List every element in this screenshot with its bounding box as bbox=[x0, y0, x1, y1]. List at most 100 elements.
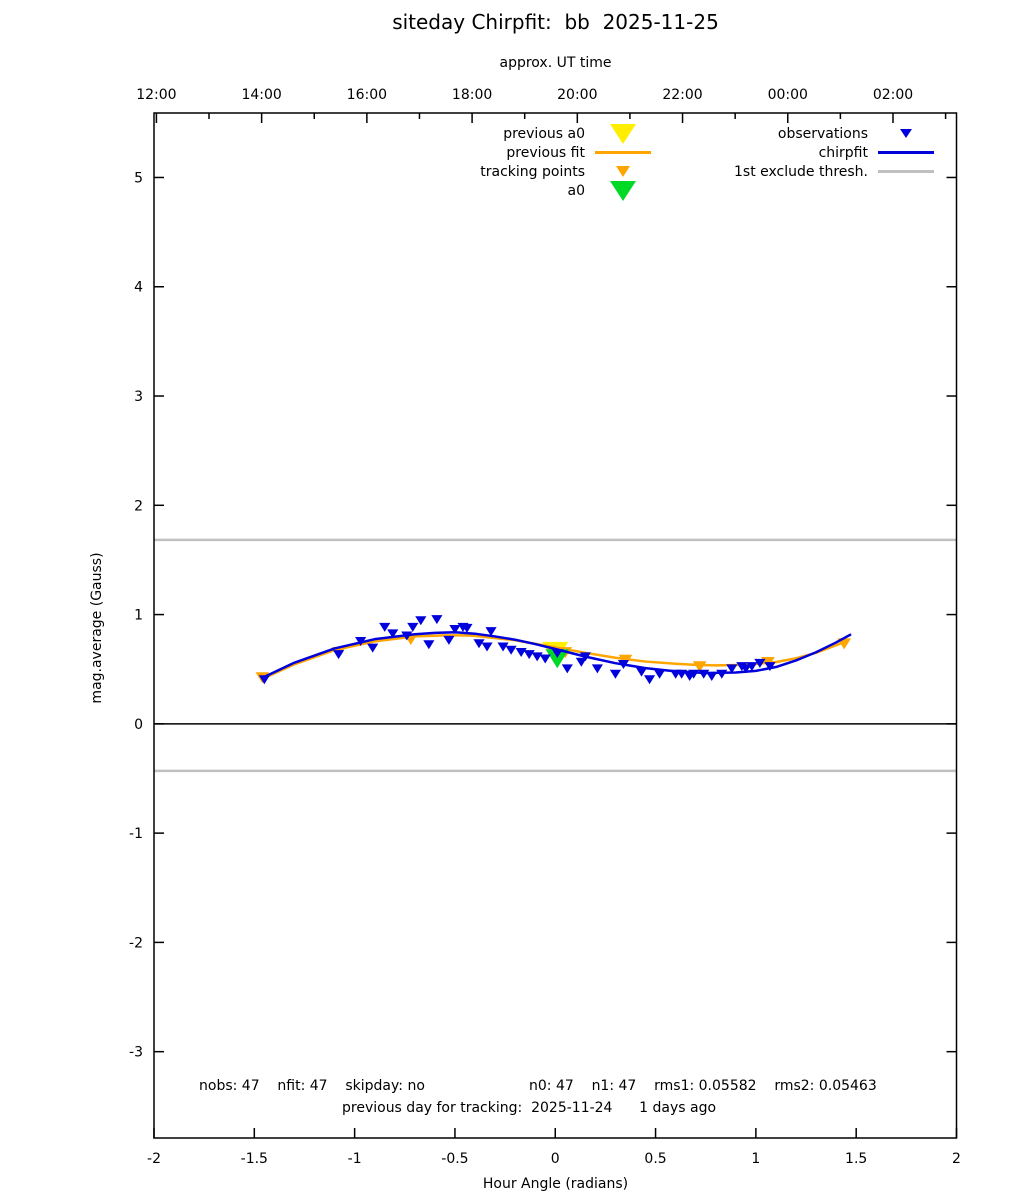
y-tick-label: 0 bbox=[134, 717, 143, 733]
y-tick-label: -2 bbox=[129, 935, 143, 951]
x-tick-label: -1.5 bbox=[241, 1151, 268, 1167]
legend-line-sample bbox=[877, 151, 934, 154]
legend-marker-box bbox=[585, 166, 660, 177]
legend-left-column: previous a0 previous fit tracking points a0 bbox=[420, 123, 660, 201]
x-tick-label: -1 bbox=[348, 1151, 362, 1167]
x-tick-label: 1 bbox=[751, 1151, 760, 1167]
observations-marker bbox=[497, 642, 509, 652]
observations-marker bbox=[415, 616, 427, 626]
x2-tick-label: 14:00 bbox=[241, 87, 281, 103]
x2-tick-label: 00:00 bbox=[768, 87, 808, 103]
legend-triangle-marker bbox=[615, 166, 630, 177]
x-tick-label: 0 bbox=[551, 1151, 560, 1167]
observations-marker bbox=[407, 622, 419, 632]
legend-label: a0 bbox=[567, 182, 586, 199]
stats-previous-day: previous day for tracking: 2025-11-24 1 … bbox=[342, 1100, 717, 1116]
y-tick-label: 4 bbox=[134, 280, 143, 296]
observations-marker bbox=[740, 664, 752, 674]
observations-marker bbox=[332, 650, 345, 660]
x-tick-label: 1.5 bbox=[845, 1151, 867, 1167]
legend-line-sample bbox=[594, 151, 651, 154]
legend-item-tracking-points: tracking points bbox=[420, 162, 660, 181]
y-tick-label: 5 bbox=[134, 170, 143, 186]
legend-marker-box bbox=[585, 123, 660, 144]
observations-marker bbox=[643, 675, 656, 685]
legend-item-previous-fit: previous fit bbox=[420, 143, 660, 162]
legend-marker-box bbox=[585, 180, 660, 201]
observations-marker bbox=[443, 635, 455, 645]
legend-triangle-marker bbox=[609, 180, 636, 201]
legend-triangle-marker bbox=[899, 129, 912, 138]
legend-label: observations bbox=[777, 125, 868, 142]
x-tick-label: 0.5 bbox=[644, 1151, 666, 1167]
x2-tick-label: 22:00 bbox=[662, 87, 702, 103]
observations-marker bbox=[653, 669, 666, 679]
observations-marker bbox=[423, 640, 435, 650]
x2-tick-label: 12:00 bbox=[136, 87, 176, 103]
x2-tick-label: 16:00 bbox=[347, 87, 387, 103]
observations-marker bbox=[635, 667, 648, 677]
y-tick-label: 3 bbox=[134, 389, 143, 405]
x-axis-label: Hour Angle (radians) bbox=[482, 1176, 629, 1192]
y-tick-label: -3 bbox=[129, 1045, 143, 1061]
x2-tick-label: 02:00 bbox=[873, 87, 913, 103]
legend-label: tracking points bbox=[480, 163, 585, 180]
observations-marker bbox=[258, 675, 270, 685]
chirpfit-curve bbox=[263, 631, 852, 679]
legend-label: 1st exclude thresh. bbox=[734, 163, 868, 180]
legend-item-a0: a0 bbox=[420, 180, 660, 201]
legend-triangle-marker bbox=[609, 123, 636, 144]
observations-marker bbox=[387, 629, 399, 639]
observations-marker bbox=[539, 654, 551, 664]
observations-marker bbox=[764, 662, 776, 672]
tracking-points-marker bbox=[692, 661, 707, 673]
x2-tick-label: 18:00 bbox=[452, 87, 492, 103]
observations-marker bbox=[754, 658, 766, 668]
observations-marker bbox=[485, 627, 497, 637]
legend-marker-box bbox=[585, 151, 660, 154]
legend-item-observations: observations bbox=[690, 124, 943, 143]
observations-marker bbox=[591, 664, 603, 674]
y-tick-label: 1 bbox=[134, 608, 143, 624]
legend-label: previous a0 bbox=[503, 125, 585, 142]
legend-item-1st-exclude-thresh-: 1st exclude thresh. bbox=[690, 162, 943, 181]
legend-item-previous-a0: previous a0 bbox=[420, 123, 660, 144]
x-tick-label: 2 bbox=[952, 1151, 961, 1167]
top-axis-label: approx. UT time bbox=[499, 55, 612, 71]
observations-marker bbox=[726, 664, 738, 674]
observations-marker bbox=[505, 645, 517, 655]
observations-marker bbox=[746, 662, 758, 672]
legend-right-column: observations chirpfit 1st exclude thresh. bbox=[690, 124, 943, 181]
y-tick-label: 2 bbox=[134, 498, 143, 514]
x-tick-label: -0.5 bbox=[441, 1151, 468, 1167]
observations-marker bbox=[461, 623, 473, 633]
observations-marker bbox=[431, 615, 443, 625]
legend-line-sample bbox=[877, 170, 934, 173]
observations-marker bbox=[449, 624, 461, 634]
legend-item-chirpfit: chirpfit bbox=[690, 143, 943, 162]
a0-marker bbox=[545, 649, 570, 669]
stats-rms: n0: 47 n1: 47 rms1: 0.05582 rms2: 0.0546… bbox=[529, 1078, 877, 1094]
observations-marker bbox=[367, 643, 379, 653]
y-axis-label: mag.average (Gauss) bbox=[89, 552, 105, 704]
observations-marker bbox=[716, 669, 728, 679]
observations-marker bbox=[561, 664, 573, 674]
page-title: siteday Chirpfit: bb 2025-11-25 bbox=[392, 10, 719, 34]
legend-marker-box bbox=[868, 151, 943, 154]
observations-marker bbox=[379, 622, 391, 632]
legend-marker-box bbox=[868, 170, 943, 173]
legend-label: previous fit bbox=[506, 144, 585, 161]
legend-marker-box bbox=[868, 129, 943, 138]
previous-fit-curve bbox=[263, 634, 848, 680]
legend-label: chirpfit bbox=[818, 144, 868, 161]
observations-marker bbox=[609, 669, 622, 679]
x2-tick-label: 20:00 bbox=[557, 87, 597, 103]
observations-marker bbox=[473, 639, 485, 649]
observations-marker bbox=[481, 642, 493, 652]
stats-counts: nobs: 47 nfit: 47 skipday: no bbox=[199, 1078, 425, 1094]
observations-marker bbox=[706, 671, 718, 681]
plot-border bbox=[153, 112, 958, 1139]
observations-marker bbox=[575, 657, 587, 667]
